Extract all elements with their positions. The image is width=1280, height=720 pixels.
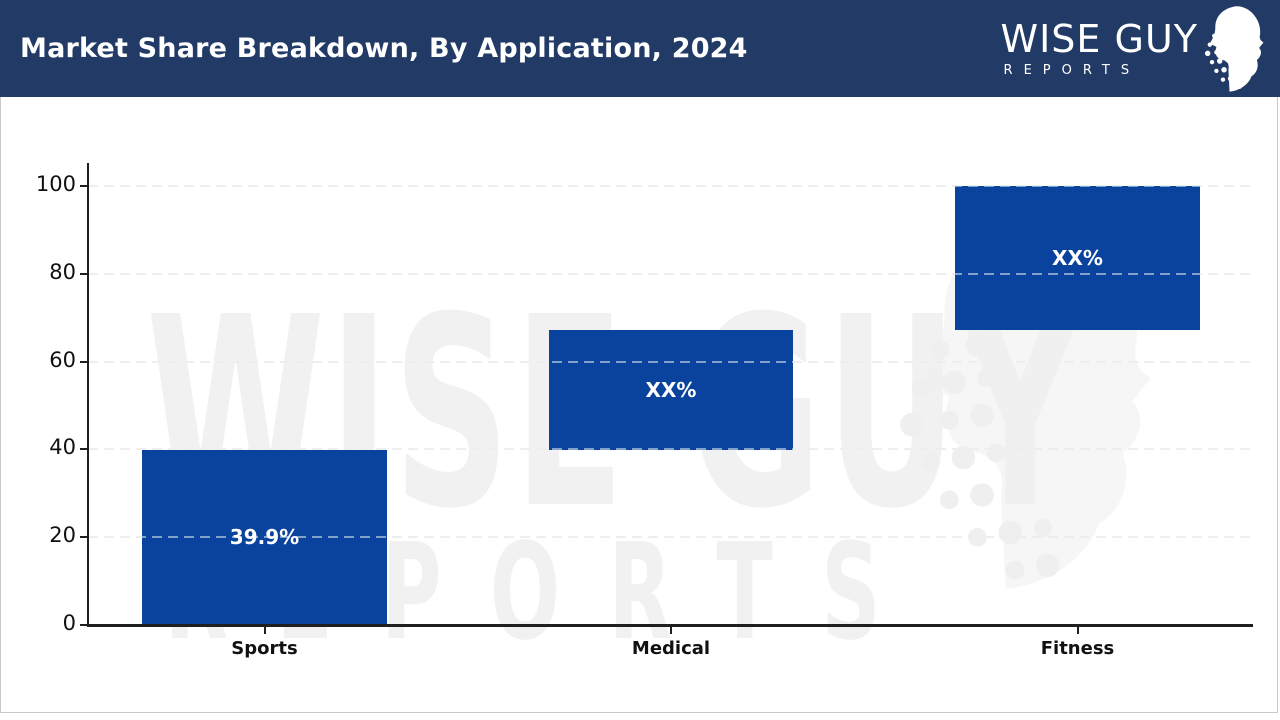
logo-subtitle: REPORTS bbox=[1003, 62, 1141, 78]
watermark-face-icon bbox=[900, 222, 1151, 589]
watermark-line2: REPORTS bbox=[164, 516, 929, 670]
watermark-text: WISE GUY REPORTS bbox=[146, 283, 1083, 660]
page-title: Market Share Breakdown, By Application, … bbox=[20, 33, 748, 64]
wise-guy-face-icon bbox=[1204, 5, 1264, 92]
logo-text: WISE GUY REPORTS bbox=[1001, 20, 1198, 78]
wise-guy-logo: WISE GUY REPORTS bbox=[1001, 5, 1270, 93]
watermark-line1: WISE GUY bbox=[146, 261, 1083, 566]
header-bar: Market Share Breakdown, By Application, … bbox=[0, 0, 1280, 97]
logo-wordmark: WISE GUY bbox=[1000, 16, 1198, 61]
chart-canvas: WISE GUY REPORTS bbox=[0, 97, 1278, 713]
